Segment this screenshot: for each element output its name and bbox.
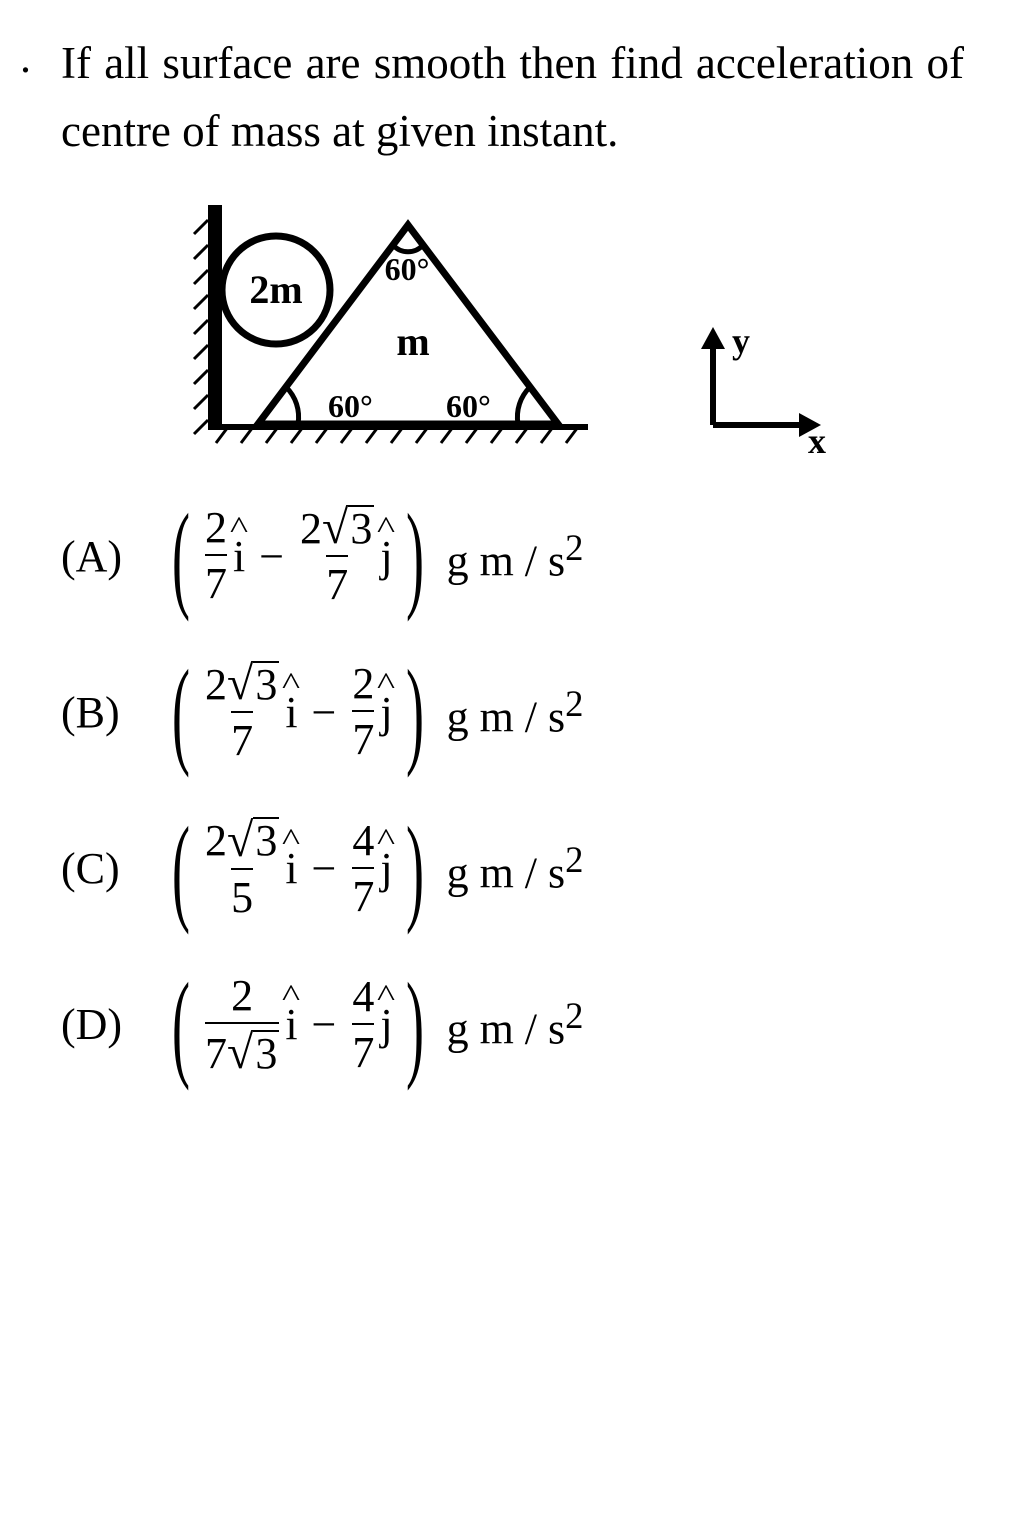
bullet: . xyxy=(20,30,61,83)
physics-diagram: 2m 60° 60° 60° m xyxy=(188,195,608,455)
option-a-label: (A) xyxy=(61,531,161,582)
option-d-label: (D) xyxy=(61,999,161,1050)
angle-left: 60° xyxy=(328,388,373,424)
angle-right: 60° xyxy=(446,388,491,424)
question: . If all surface are smooth then find ac… xyxy=(20,30,964,1076)
x-label: x xyxy=(808,421,826,455)
option-a: (A) ( 27 i − 2√3 7 j ) g m / s2 xyxy=(61,505,964,607)
question-content: If all surface are smooth then find acce… xyxy=(61,30,964,1076)
angle-top: 60° xyxy=(384,251,429,287)
option-b-label: (B) xyxy=(61,687,161,738)
y-label: y xyxy=(732,325,750,361)
question-text: If all surface are smooth then find acce… xyxy=(61,30,964,165)
diagram-row: 2m 60° 60° 60° m xyxy=(61,195,964,455)
option-c-label: (C) xyxy=(61,843,161,894)
options: (A) ( 27 i − 2√3 7 j ) g m / s2 (B) xyxy=(61,505,964,1076)
option-c: (C) ( 2√3 5 i − 47 j ) g m / s2 xyxy=(61,817,964,919)
option-b: (B) ( 2√3 7 i − 27 j ) g m / s2 xyxy=(61,661,964,763)
axes: y x xyxy=(688,325,838,455)
ball-label: 2m xyxy=(249,267,302,312)
option-d: (D) ( 2 7√3 i − 47 j ) g m / s2 xyxy=(61,974,964,1076)
wedge-label: m xyxy=(396,319,429,364)
